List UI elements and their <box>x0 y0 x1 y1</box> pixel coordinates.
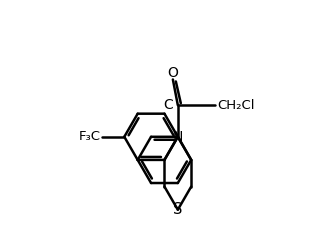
Text: O: O <box>167 65 178 80</box>
Text: N: N <box>173 130 183 144</box>
Text: S: S <box>173 202 183 217</box>
Text: C: C <box>163 98 173 112</box>
Text: F₃C: F₃C <box>79 130 100 143</box>
Text: CH₂Cl: CH₂Cl <box>217 99 255 112</box>
